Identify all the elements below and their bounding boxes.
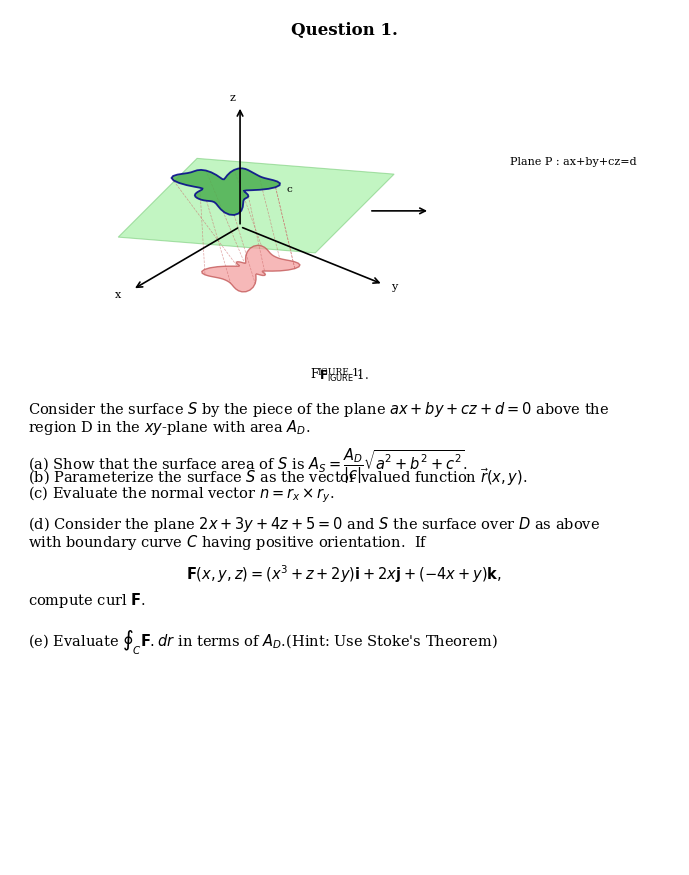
Text: Question 1.: Question 1. <box>291 22 398 39</box>
Text: compute curl $\mathbf{F}$.: compute curl $\mathbf{F}$. <box>28 591 146 610</box>
Text: with boundary curve $C$ having positive orientation.  If: with boundary curve $C$ having positive … <box>28 533 428 552</box>
Text: Consider the surface $S$ by the piece of the plane $ax + by + cz + d = 0$ above : Consider the surface $S$ by the piece of… <box>28 400 609 419</box>
Polygon shape <box>202 245 300 292</box>
Polygon shape <box>172 168 280 215</box>
Text: y: y <box>391 282 397 291</box>
Text: $\mathbf{F}(x, y, z) = (x^3 + z + 2y)\mathbf{i} + 2x\mathbf{j} + (-4x + y)\mathb: $\mathbf{F}(x, y, z) = (x^3 + z + 2y)\ma… <box>186 563 502 584</box>
Text: 1.: 1. <box>352 368 362 378</box>
Text: IGURE: IGURE <box>317 368 349 377</box>
Text: (c) Evaluate the normal vector $n = r_x \times r_y$.: (c) Evaluate the normal vector $n = r_x … <box>28 484 335 505</box>
Text: $\mathbf{F}_{\mathrm{IGURE}}$ 1.: $\mathbf{F}_{\mathrm{IGURE}}$ 1. <box>319 368 369 384</box>
Text: region D in the $xy$-plane with area $A_D$.: region D in the $xy$-plane with area $A_… <box>28 418 311 437</box>
Polygon shape <box>119 158 394 253</box>
Text: c: c <box>287 186 292 194</box>
Text: x: x <box>114 290 121 299</box>
Text: Plane P : ax+by+cz=d: Plane P : ax+by+cz=d <box>510 157 637 167</box>
Text: (e) Evaluate $\oint_C \mathbf{F}.dr$ in terms of $A_D$.(Hint: Use Stoke's Theore: (e) Evaluate $\oint_C \mathbf{F}.dr$ in … <box>28 628 498 656</box>
Text: (b) Parameterize the surface $S$ as the vector valued function $\vec{r}(x, y)$.: (b) Parameterize the surface $S$ as the … <box>28 466 528 488</box>
Text: (a) Show that the surface area of $S$ is $A_S = \dfrac{A_D}{|c|}\sqrt{a^2 + b^2 : (a) Show that the surface area of $S$ is… <box>28 447 468 487</box>
Text: (d) Consider the plane $2x + 3y + 4z + 5 = 0$ and $S$ the surface over $D$ as ab: (d) Consider the plane $2x + 3y + 4z + 5… <box>28 515 600 534</box>
Text: z: z <box>229 93 235 102</box>
Text: F: F <box>310 368 318 381</box>
